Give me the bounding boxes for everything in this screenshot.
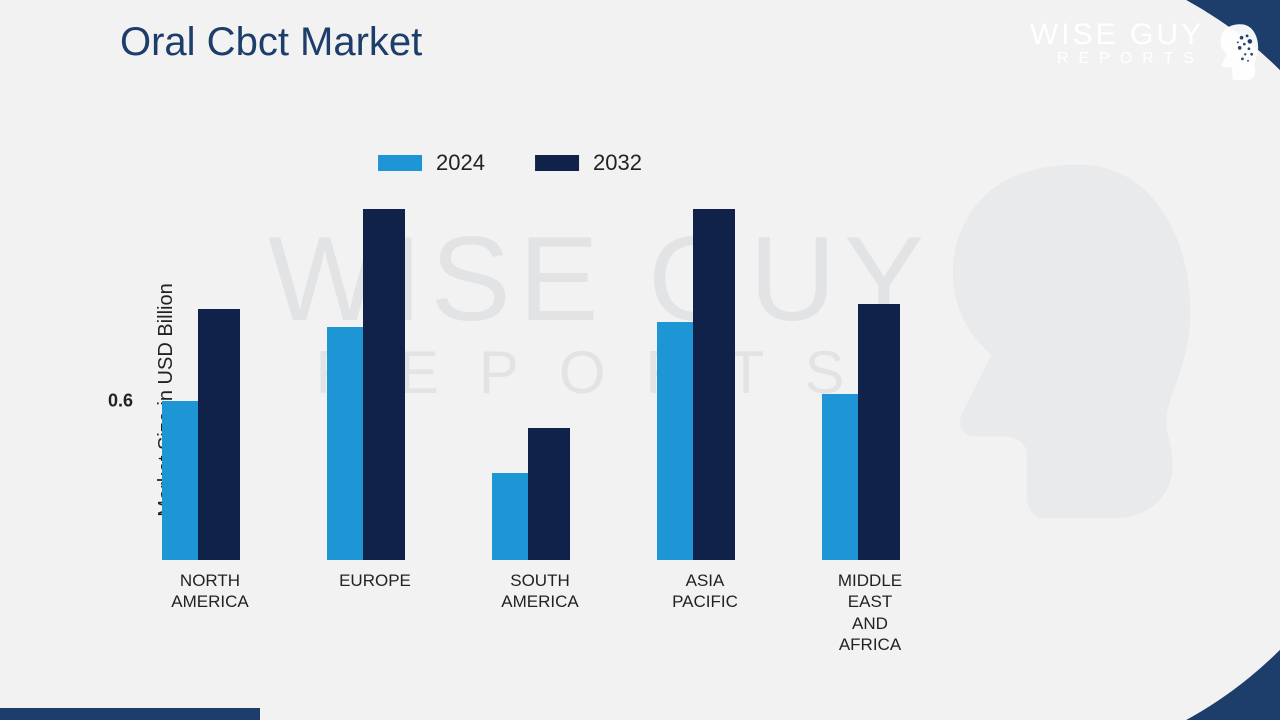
legend-label-2032: 2032 [593,150,642,176]
plot-area: NORTH AMERICAEUROPESOUTH AMERICAASIA PAC… [150,190,950,560]
legend-swatch-2024 [378,155,422,171]
x-axis-label: EUROPE [305,570,445,591]
bar-2032 [198,309,240,560]
bar-2032 [858,304,900,560]
brand-logo: WISE GUY REPORTS [1030,18,1258,68]
legend-item-2024: 2024 [378,150,485,176]
chart-region: Market Size in USD Billion 2024 2032 0.6… [60,150,960,650]
bottom-accent-strip [0,708,260,720]
legend-swatch-2032 [535,155,579,171]
brand-head-icon [1212,22,1260,82]
x-axis-label: ASIA PACIFIC [635,570,775,613]
legend-label-2024: 2024 [436,150,485,176]
bar-2032 [363,209,405,561]
legend-item-2032: 2032 [535,150,642,176]
bar-2032 [693,209,735,561]
slide: WISE GUY REPORTS Oral Cbct Market WISE G… [0,0,1280,720]
chart-title: Oral Cbct Market [120,20,422,65]
x-axis-label: MIDDLE EAST AND AFRICA [800,570,940,655]
x-axis-label: NORTH AMERICA [140,570,280,613]
brand-line2: REPORTS [1030,50,1204,68]
y-tick-label: 0.6 [108,391,133,412]
x-axis-label: SOUTH AMERICA [470,570,610,613]
legend: 2024 2032 [378,150,642,176]
bar-2032 [528,428,570,560]
brand-line1: WISE GUY [1030,18,1204,52]
